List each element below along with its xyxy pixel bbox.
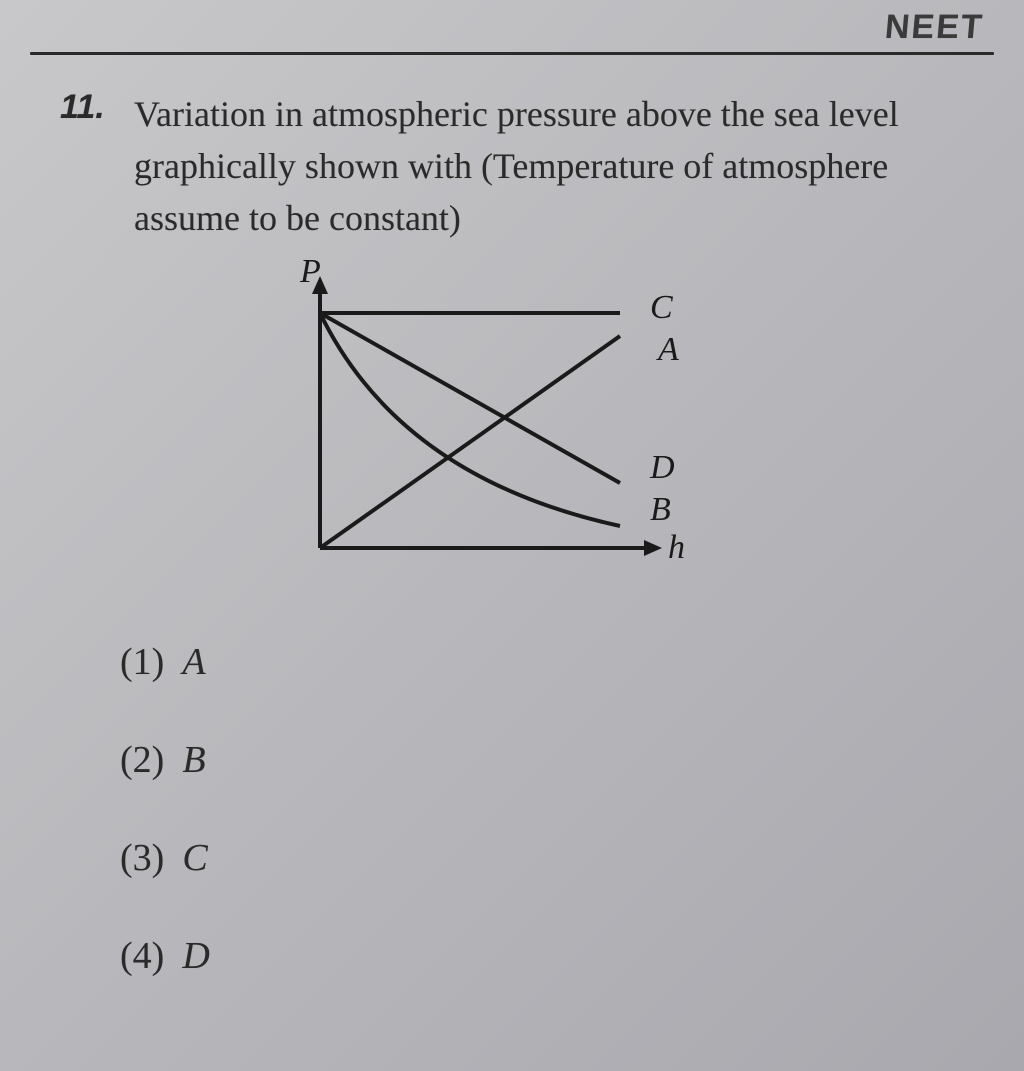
option-letter: D xyxy=(182,934,209,978)
graph-svg: P h C A D B xyxy=(250,258,710,598)
option-letter: A xyxy=(182,640,205,684)
option-3: (3) C xyxy=(120,836,210,880)
option-number: (4) xyxy=(120,934,164,978)
label-c: C xyxy=(650,289,673,326)
option-number: (3) xyxy=(120,836,164,880)
options-list: (1) A (2) B (3) C (4) D xyxy=(120,640,210,1032)
option-number: (1) xyxy=(120,640,164,684)
x-axis-arrow xyxy=(644,540,662,556)
question-text: Variation in atmospheric pressure above … xyxy=(134,88,984,245)
option-4: (4) D xyxy=(120,934,210,978)
page: NEET 11. Variation in atmospheric pressu… xyxy=(0,0,1024,1071)
diagram: P h C A D B xyxy=(250,258,710,598)
x-axis-label: h xyxy=(668,529,685,566)
option-number: (2) xyxy=(120,738,164,782)
option-letter: B xyxy=(182,738,205,782)
option-letter: C xyxy=(182,836,207,880)
header-underline xyxy=(30,52,994,55)
curve-d xyxy=(320,313,620,483)
option-1: (1) A xyxy=(120,640,210,684)
question-number: 11. xyxy=(60,88,116,127)
label-a: A xyxy=(656,331,679,368)
label-b: B xyxy=(650,491,671,528)
label-d: D xyxy=(649,449,675,486)
header-tag: NEET xyxy=(884,8,986,47)
curve-b xyxy=(320,313,620,526)
question-block: 11. Variation in atmospheric pressure ab… xyxy=(60,88,984,245)
y-axis-label: P xyxy=(299,258,321,290)
option-2: (2) B xyxy=(120,738,210,782)
